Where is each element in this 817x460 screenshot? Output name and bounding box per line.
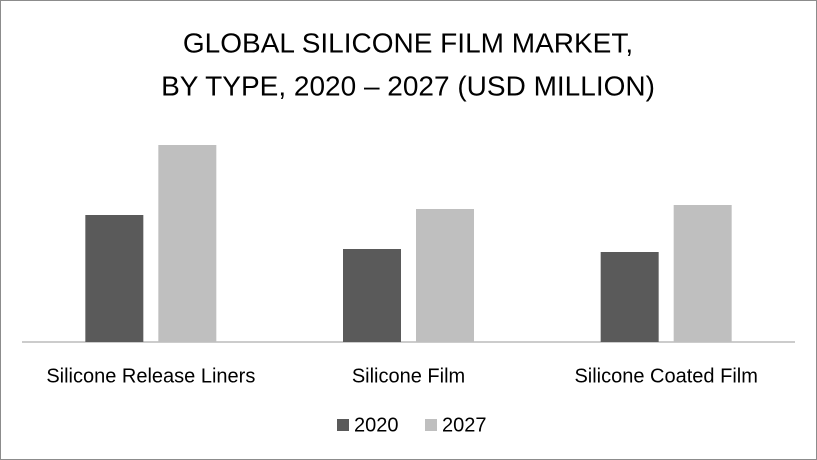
bar (673, 205, 732, 342)
chart-title: GLOBAL SILICONE FILM MARKET, (183, 27, 633, 58)
bar (85, 215, 144, 342)
legend-swatch (425, 419, 437, 431)
bar (343, 249, 401, 342)
x-tick-label: Silicone Release Liners (46, 365, 255, 387)
legend-label: 2027 (442, 414, 487, 436)
bar (158, 145, 217, 342)
x-tick-label: Silicone Film (352, 365, 465, 387)
legend-label: 2020 (354, 414, 399, 436)
bar (600, 252, 659, 342)
x-tick-label: Silicone Coated Film (574, 365, 757, 387)
chart-title: BY TYPE, 2020 – 2027 (USD MILLION) (161, 70, 655, 101)
bar (416, 209, 474, 342)
legend-swatch (337, 419, 349, 431)
